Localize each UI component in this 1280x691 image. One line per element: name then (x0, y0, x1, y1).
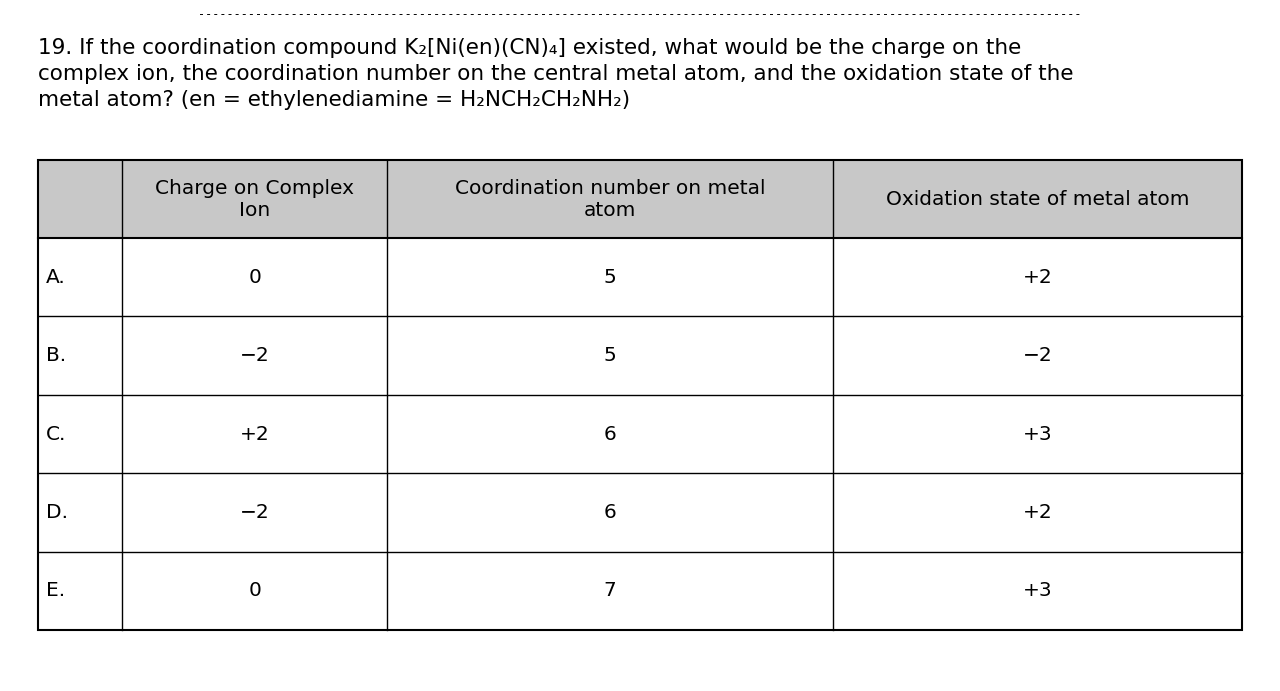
Text: metal atom? (en = ethylenediamine = H₂NCH₂CH₂NH₂): metal atom? (en = ethylenediamine = H₂NC… (38, 90, 630, 110)
Bar (38, 316, 1242, 395)
Text: 5: 5 (604, 346, 616, 365)
Bar (38, 238, 1242, 316)
Text: −2: −2 (239, 346, 270, 365)
Text: Coordination number on metal
atom: Coordination number on metal atom (454, 178, 765, 220)
Text: +3: +3 (1023, 581, 1052, 600)
Text: Charge on Complex
Ion: Charge on Complex Ion (155, 178, 355, 220)
Text: complex ion, the coordination number on the central metal atom, and the oxidatio: complex ion, the coordination number on … (38, 64, 1074, 84)
Text: 19. If the coordination compound K₂[Ni(en)(CN)₄] existed, what would be the char: 19. If the coordination compound K₂[Ni(e… (38, 38, 1021, 58)
Text: E.: E. (46, 581, 65, 600)
Bar (38, 160, 1242, 238)
Text: A.: A. (46, 267, 65, 287)
Text: Oxidation state of metal atom: Oxidation state of metal atom (886, 189, 1189, 209)
Text: C.: C. (46, 424, 67, 444)
Text: 7: 7 (604, 581, 616, 600)
Text: −2: −2 (239, 503, 270, 522)
Text: +2: +2 (1023, 267, 1052, 287)
Text: +2: +2 (239, 424, 270, 444)
Text: 0: 0 (248, 267, 261, 287)
Bar (38, 160, 1242, 630)
Text: 6: 6 (604, 503, 616, 522)
Text: −2: −2 (1023, 346, 1052, 365)
Bar (38, 473, 1242, 551)
Text: D.: D. (46, 503, 68, 522)
Bar (38, 395, 1242, 473)
Text: B.: B. (46, 346, 67, 365)
Bar (38, 551, 1242, 630)
Text: 0: 0 (248, 581, 261, 600)
Text: --------------------------------------------------------------------------------: ----------------------------------------… (198, 8, 1082, 21)
Text: +3: +3 (1023, 424, 1052, 444)
Text: 6: 6 (604, 424, 616, 444)
Text: 5: 5 (604, 267, 616, 287)
Text: +2: +2 (1023, 503, 1052, 522)
